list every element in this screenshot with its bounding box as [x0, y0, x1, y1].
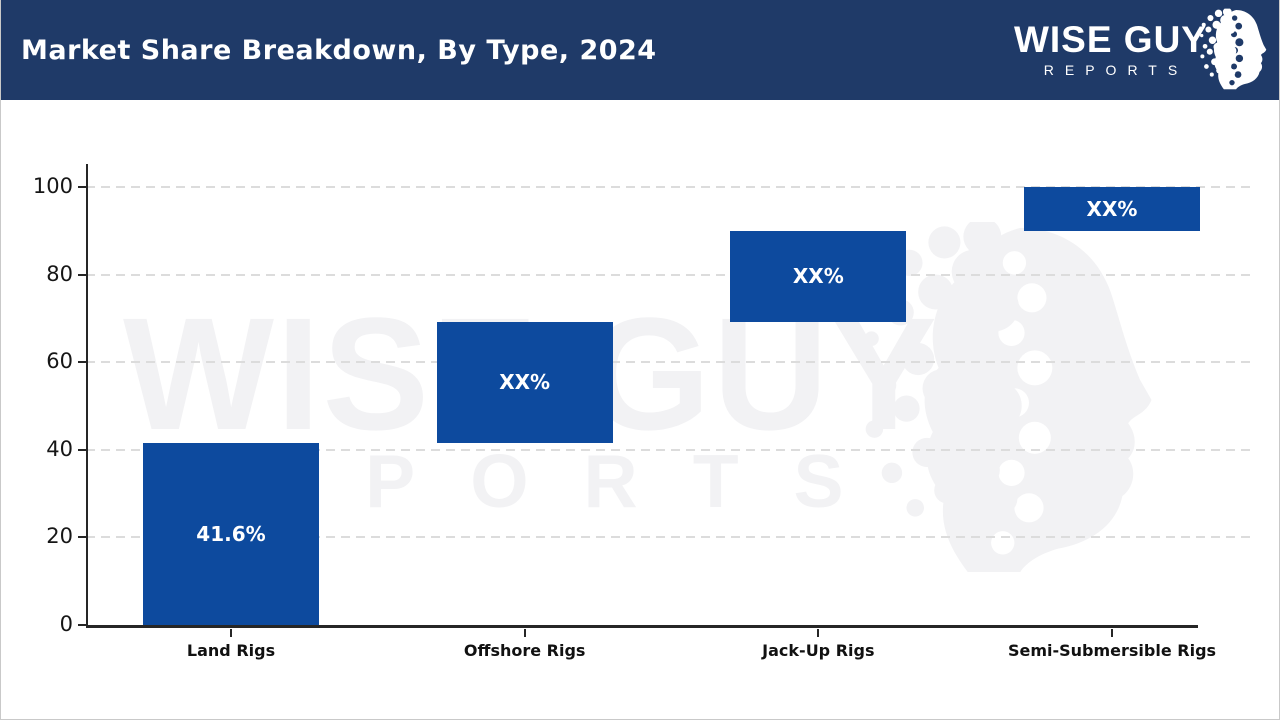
y-tick-40	[78, 448, 86, 451]
y-tick-60	[78, 361, 86, 364]
y-tick-label-20: 20	[46, 524, 73, 549]
header-bar: Market Share Breakdown, By Type, 2024 WI…	[1, 0, 1279, 100]
y-tick-label-60: 60	[46, 349, 73, 374]
y-tick-label-100: 100	[32, 174, 73, 198]
gridline-20	[86, 536, 1254, 539]
y-tick-label-0: 0	[59, 612, 73, 636]
x-tick-1	[230, 629, 232, 637]
gridline-40	[86, 448, 1254, 451]
bar-value-label-4: XX%	[1086, 196, 1138, 221]
gridline-100	[86, 186, 1254, 188]
y-axis-spine	[86, 164, 88, 628]
y-tick-80	[78, 273, 86, 276]
x-category-label-3: Jack-Up Rigs	[762, 641, 875, 660]
y-tick-20	[78, 536, 86, 539]
y-tick-label-80: 80	[46, 261, 73, 286]
y-tick-0	[78, 624, 86, 626]
brand-face-icon	[1197, 8, 1271, 90]
x-tick-4	[1111, 629, 1113, 637]
x-category-label-4: Semi-Submersible Rigs	[1007, 641, 1217, 660]
gridline-80	[86, 273, 1254, 276]
gridline-60	[86, 361, 1254, 364]
x-tick-3	[817, 629, 820, 637]
y-tick-label-40: 40	[46, 436, 73, 461]
brand-name: WISE GUY	[1013, 19, 1207, 61]
bar-4: XX%	[1024, 187, 1200, 231]
bar-1: 41.6%	[143, 442, 319, 625]
bar-value-label-3: XX%	[792, 264, 844, 289]
chart-title: Market Share Breakdown, By Type, 2024	[21, 34, 657, 66]
bar-2: XX%	[436, 321, 613, 443]
x-category-label-2: Offshore Rigs	[463, 641, 586, 660]
bar-3: XX%	[730, 230, 907, 322]
y-tick-100	[78, 186, 86, 188]
x-axis-spine	[86, 625, 1198, 628]
bar-value-label-1: 41.6%	[196, 521, 266, 546]
bar-value-label-2: XX%	[499, 370, 551, 395]
x-category-label-1: Land Rigs	[186, 641, 276, 660]
x-tick-2	[523, 629, 526, 637]
brand-subname: REPORTS	[1043, 61, 1189, 78]
brand-logo: WISE GUY REPORTS	[1014, 8, 1271, 90]
